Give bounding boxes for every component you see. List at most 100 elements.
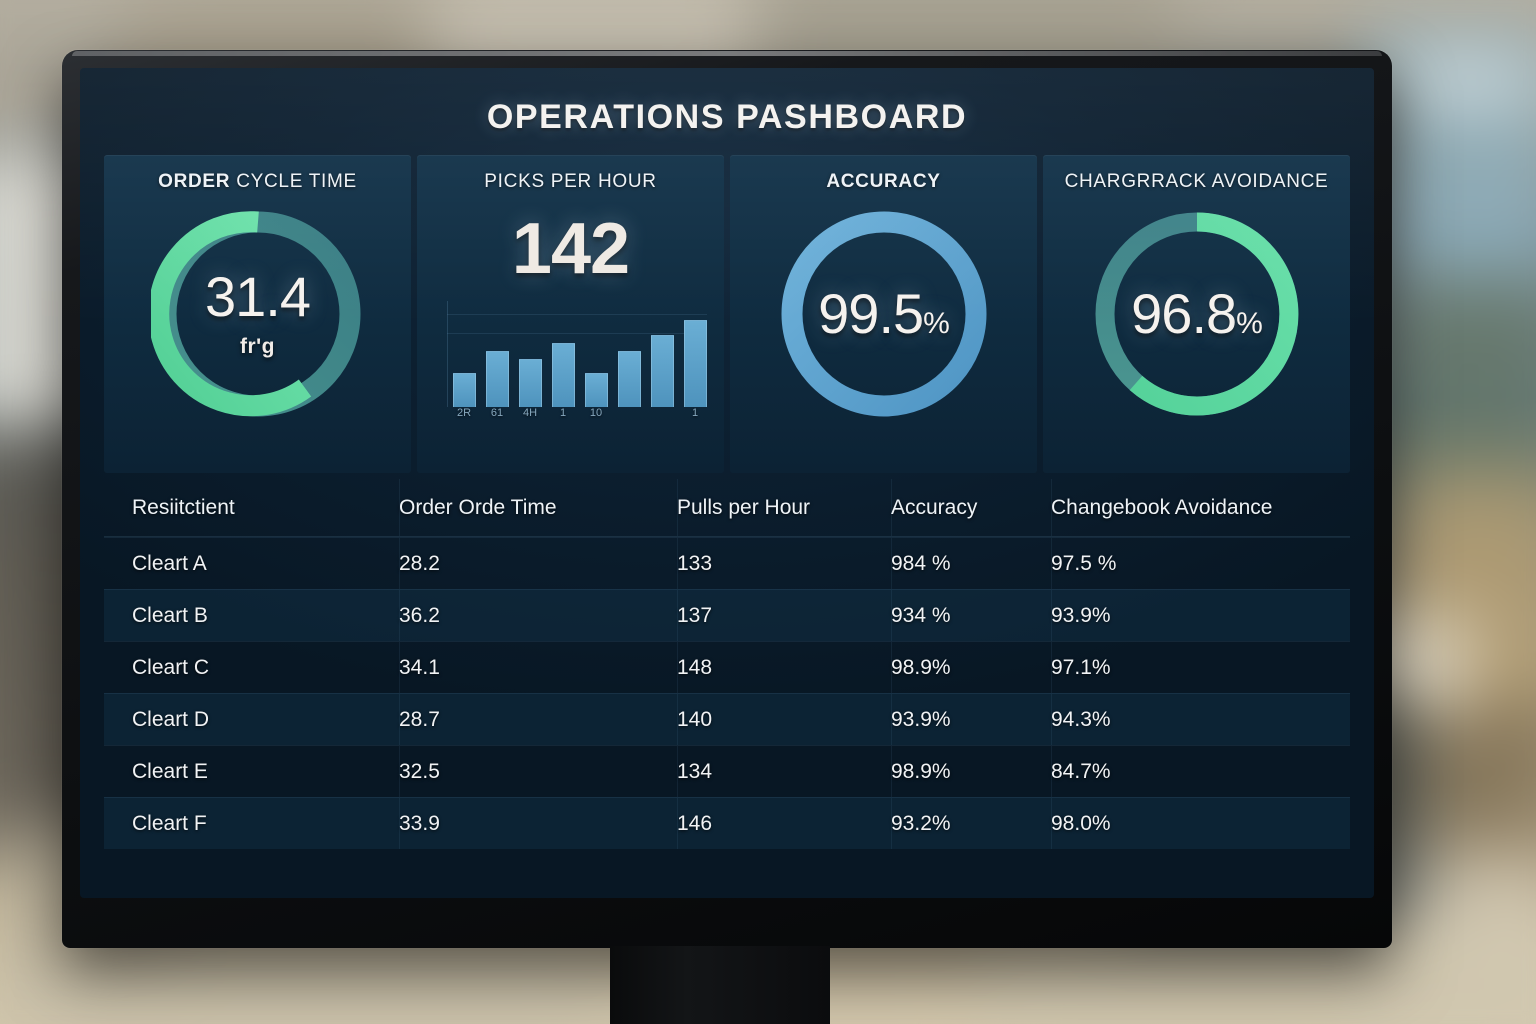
kpi-label-accuracy: ACCURACY: [826, 171, 940, 193]
bar-6: [650, 334, 674, 407]
cell-accuracy: 98.9%: [891, 655, 951, 679]
cell-client: Cleart F: [132, 811, 207, 835]
bar-tick-label-2: 4H: [522, 407, 538, 419]
bar-chart-gridlines: [446, 301, 707, 407]
kpi-value-percent-sign: %: [923, 307, 950, 340]
column-divider: [1051, 798, 1052, 849]
bar-3: [551, 343, 575, 407]
kpi-label-text: CHARGRRACK AVOIDANCE: [1064, 171, 1329, 192]
column-header-client: Resiitctient: [132, 495, 235, 519]
donut-gauge-svg: [150, 211, 360, 417]
kpi-label-rest-part: CYCLE TIME: [230, 171, 357, 192]
column-divider: [1051, 590, 1052, 641]
column-divider: [891, 694, 892, 745]
table-row[interactable]: Cleart E 32.5 134 98.9% 84.7%: [104, 745, 1350, 797]
cell-order-cycle-time: 28.7: [399, 707, 440, 731]
table-row[interactable]: Cleart A 28.2 133 984 % 97.5 %: [104, 537, 1350, 589]
bar-0: [452, 373, 476, 407]
bar-5: [617, 350, 641, 407]
donut-gauge-svg: [781, 211, 986, 417]
cell-accuracy: 93.2%: [891, 811, 951, 835]
bar-chart-bars: [452, 301, 707, 407]
cell-client: Cleart A: [132, 551, 207, 575]
bar-tick-label-7: 1: [691, 407, 699, 419]
gridline: [446, 313, 707, 315]
kpi-value-accuracy: 99.5%: [818, 286, 950, 342]
bar-tick-label-3: 1: [559, 407, 567, 419]
kpi-value-chargrrack-avoidance: 96.8%: [1131, 286, 1263, 342]
bar-tick-label-4: 10: [589, 407, 603, 419]
column-divider: [891, 746, 892, 797]
column-divider: [399, 798, 400, 849]
column-divider: [1051, 642, 1052, 693]
cell-order-cycle-time: 28.2: [399, 551, 440, 575]
cell-order-cycle-time: 33.9: [399, 811, 440, 835]
column-header-pulls-per-hour: Pulls per Hour: [677, 495, 811, 519]
donut-gauge-svg: [1095, 212, 1298, 416]
column-divider: [399, 694, 400, 745]
column-divider: [1051, 694, 1052, 745]
kpi-card-accuracy[interactable]: ACCURACY 99.5%: [730, 155, 1037, 473]
kpi-value-number: 99.5: [818, 282, 924, 345]
page-title: OPERATIONS PASHBOARD: [486, 98, 968, 136]
cell-client: Cleart B: [132, 603, 208, 627]
cell-accuracy: 984 %: [891, 551, 951, 575]
kpi-label-bold-part: ORDER: [158, 171, 231, 192]
gridline: [446, 332, 707, 334]
kpi-label-picks-per-hour: PICKS PER HOUR: [484, 171, 656, 193]
kpi-card-order-cycle-time[interactable]: ORDER CYCLE TIME: [104, 155, 411, 473]
client-performance-table: Resiitctient Order Orde Time Pulls per H…: [104, 479, 1350, 886]
donut-gauge-accuracy: 99.5%: [777, 207, 991, 421]
bezel-highlight: [72, 51, 1382, 56]
column-header-order-cycle-time: Order Orde Time: [399, 495, 557, 519]
cell-changebook-avoidance: 97.5 %: [1051, 551, 1117, 575]
cell-changebook-avoidance: 98.0%: [1051, 811, 1111, 835]
bar-chart-picks-per-hour: 2R 61 4H 1 10 1: [435, 301, 707, 423]
donut-gauge-order-cycle-time: 31.4 fr'g: [150, 207, 365, 421]
donut-gauge-chargrrack-avoidance: 96.8%: [1090, 207, 1304, 421]
column-divider: [399, 538, 400, 589]
column-divider: [891, 798, 892, 849]
kpi-unit-order-cycle-time: fr'g: [240, 335, 275, 358]
kpi-label-text: ACCURACY: [826, 171, 941, 192]
column-header-changebook-avoidance: Changebook Avoidance: [1051, 495, 1273, 519]
cell-order-cycle-time: 32.5: [399, 759, 440, 783]
table-row[interactable]: Cleart C 34.1 148 98.9% 97.1%: [104, 641, 1350, 693]
bar-tick-label-6: [651, 407, 674, 423]
bar-1: [485, 350, 509, 407]
kpi-label-chargrrack-avoidance: CHARGRRACK AVOIDANCE: [1065, 171, 1329, 193]
kpi-value-percent-sign: %: [1236, 307, 1263, 340]
kpi-value-number: 96.8: [1131, 282, 1237, 345]
monitor: OPERATIONS PASHBOARD ORDER CYCLE TIME: [62, 50, 1392, 1024]
column-divider: [677, 642, 678, 693]
cell-client: Cleart C: [132, 655, 210, 679]
column-divider: [891, 538, 892, 589]
cell-changebook-avoidance: 84.7%: [1051, 759, 1111, 783]
cell-changebook-avoidance: 93.9%: [1051, 603, 1111, 627]
table-row[interactable]: Cleart B 36.2 137 934 % 93.9%: [104, 589, 1350, 641]
column-header-accuracy: Accuracy: [891, 495, 978, 519]
table-row[interactable]: Cleart D 28.7 140 93.9% 94.3%: [104, 693, 1350, 745]
kpi-label-text: PICKS PER HOUR: [484, 171, 657, 192]
bar-2: [518, 359, 542, 407]
column-divider: [399, 642, 400, 693]
cell-pulls-per-hour: 146: [677, 811, 713, 835]
cell-client: Cleart E: [132, 759, 208, 783]
monitor-screen: OPERATIONS PASHBOARD ORDER CYCLE TIME: [80, 68, 1374, 898]
column-divider: [891, 479, 892, 536]
kpi-value-order-cycle-time: 31.4: [205, 265, 311, 328]
table-row[interactable]: Cleart F 33.9 146 93.2% 98.0%: [104, 797, 1350, 849]
kpi-card-picks-per-hour[interactable]: PICKS PER HOUR 142 2R 61 4H 1 10 1: [417, 155, 724, 473]
column-divider: [677, 798, 678, 849]
bar-chart-y-axis: [446, 301, 448, 407]
column-divider: [891, 590, 892, 641]
donut-center-order-cycle-time: 31.4 fr'g: [151, 207, 365, 421]
bar-tick-label-1: 61: [490, 407, 504, 419]
cell-pulls-per-hour: 133: [677, 551, 713, 575]
cell-order-cycle-time: 36.2: [399, 603, 440, 627]
column-divider: [677, 590, 678, 641]
table-body: Cleart A 28.2 133 984 % 97.5 % Cleart B 36.2 13…: [104, 537, 1350, 849]
kpi-card-chargrrack-avoidance[interactable]: CHARGRRACK AVOIDANCE: [1043, 155, 1350, 473]
column-divider: [1051, 479, 1052, 536]
kpi-value-picks-per-hour: 142: [511, 209, 630, 289]
